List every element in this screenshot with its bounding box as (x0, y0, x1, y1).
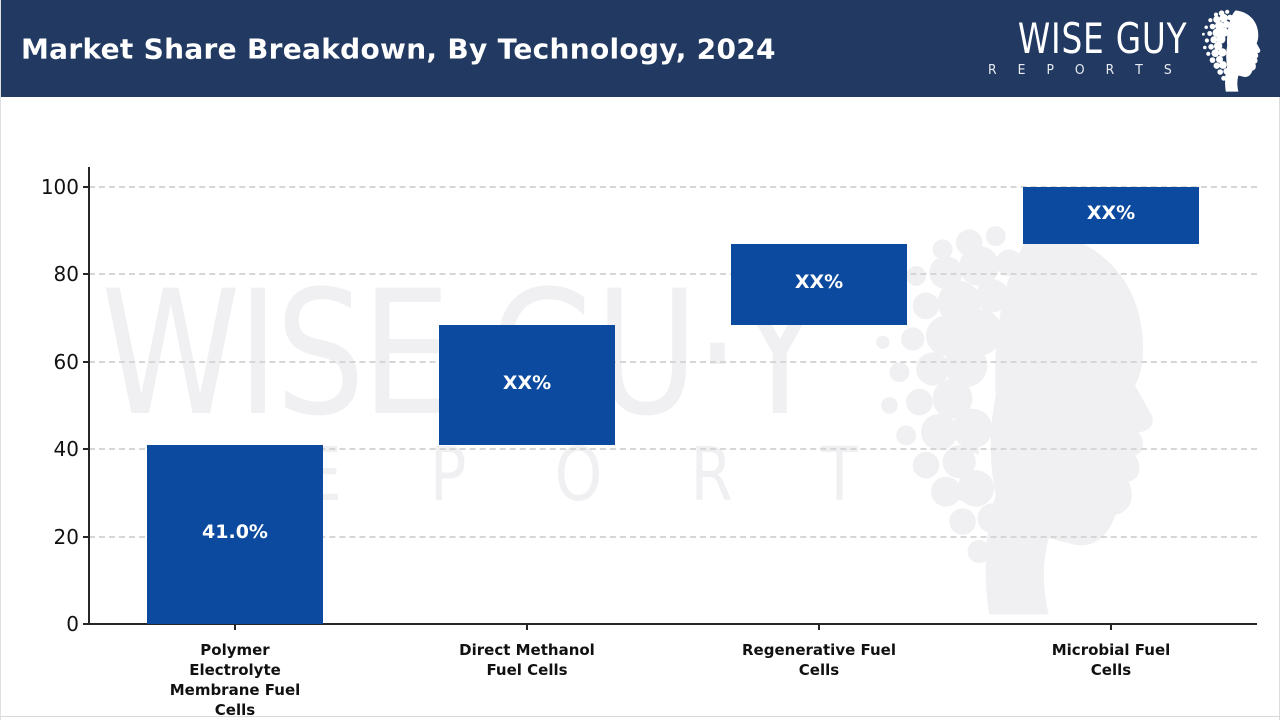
y-axis-tick (83, 273, 88, 276)
header-band: Market Share Breakdown, By Technology, 2… (1, 0, 1280, 97)
x-axis-tick (818, 625, 820, 630)
x-axis-label-line: Direct Methanol (459, 641, 595, 659)
y-axis-tick (83, 360, 88, 363)
x-axis-label-line: Regenerative Fuel (742, 641, 896, 659)
gridline (89, 273, 1257, 276)
x-axis-label-line: Fuel Cells (486, 661, 568, 679)
x-axis-label-line: Microbial Fuel (1051, 641, 1171, 659)
bar-1 (147, 444, 323, 624)
x-axis-category-label: Regenerative Fuel Cells (704, 640, 934, 680)
gridline (89, 360, 1257, 363)
dotted-head-icon (1202, 9, 1261, 92)
page-title: Market Share Breakdown, By Technology, 2… (21, 32, 776, 65)
bar-4 (1023, 187, 1199, 244)
wise-guy-reports-logo: WISE GUY R E P O R T S (988, 4, 1275, 94)
figure-bottom-border (1, 716, 1280, 717)
y-axis-tick (83, 448, 88, 451)
x-axis-tick (234, 625, 236, 630)
logo-wordmark: WISE GUY (1017, 14, 1187, 63)
y-axis-line (88, 167, 90, 625)
y-axis-tick-label: 60 (53, 349, 79, 374)
x-axis-label-line: Polymer (200, 641, 270, 659)
x-axis-label-line: Cells (214, 701, 256, 719)
bar-value-label: XX% (1086, 202, 1136, 225)
y-axis-tick-label: 100 (40, 175, 79, 199)
x-axis-tick (526, 625, 528, 630)
bar-value-label: 41.0% (202, 521, 268, 544)
logo-subtext: R E P O R T S (987, 63, 1180, 78)
y-axis-tick (83, 186, 88, 188)
x-axis-category-label: Microbial Fuel Cells (996, 640, 1226, 680)
gridline (89, 186, 1257, 188)
gridline (89, 535, 1257, 538)
logo-text: WISE GUY R E P O R T S (970, 14, 1187, 79)
y-axis-tick (83, 535, 88, 538)
y-axis-tick (83, 623, 88, 625)
bar-value-label: XX% (502, 371, 552, 394)
x-axis-label-line: Cells (798, 661, 840, 679)
x-axis-label-line: Cells (1090, 661, 1132, 679)
x-axis-label-line: Electrolyte (189, 661, 281, 679)
y-axis-tick-label: 20 (53, 524, 79, 549)
bar-value-label: XX% (794, 271, 844, 294)
y-axis-tick-label: 80 (53, 262, 79, 287)
x-axis-category-label: Polymer Electrolyte Membrane Fuel Cells (120, 640, 350, 720)
x-axis-label-line: Membrane Fuel (169, 681, 301, 699)
y-axis-tick-label: 40 (53, 437, 79, 462)
x-axis-tick (1110, 625, 1112, 630)
x-axis-line (88, 623, 1257, 625)
bar-2 (439, 324, 615, 445)
bar-3 (731, 243, 907, 325)
y-axis-tick-label: 0 (66, 612, 79, 636)
x-axis-category-label: Direct Methanol Fuel Cells (412, 640, 642, 680)
gridline (89, 448, 1257, 451)
